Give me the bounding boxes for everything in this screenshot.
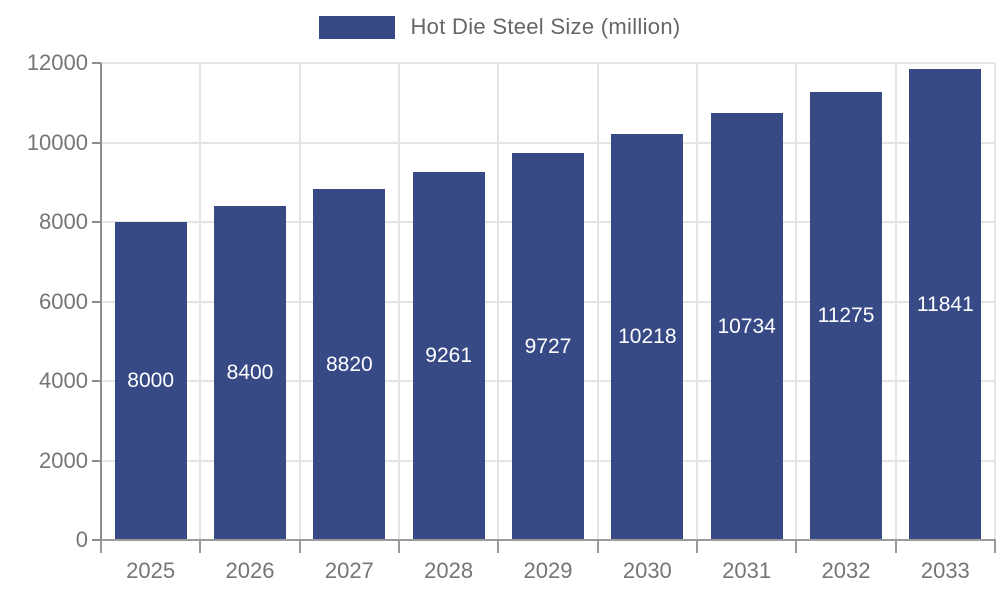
bar-value-label: 8820 — [325, 352, 373, 376]
x-tick-mark — [894, 540, 897, 553]
y-tick-mark — [92, 300, 101, 303]
bar-value-label: 8000 — [127, 369, 175, 392]
y-tick-mark — [92, 141, 101, 144]
bar-value-label: 10734 — [717, 314, 776, 338]
x-tick-label: 2032 — [821, 558, 871, 583]
bar-value-label: 8400 — [226, 361, 274, 385]
x-tick-mark — [994, 540, 996, 553]
gridline-vertical — [298, 63, 301, 540]
x-tick-mark — [199, 540, 202, 553]
bar: 10734 — [710, 113, 783, 540]
x-tick-mark — [100, 540, 102, 553]
gridline-vertical — [795, 63, 798, 540]
x-tick-label: 2029 — [523, 558, 573, 583]
gridline-vertical — [398, 63, 400, 540]
y-tick-mark — [92, 221, 101, 223]
y-tick-label: 4000 — [39, 368, 88, 393]
x-tick-label: 2027 — [324, 558, 374, 583]
y-tick-mark — [92, 459, 101, 462]
gridline-horizontal — [101, 62, 995, 64]
y-tick-label: 8000 — [39, 209, 88, 234]
bar-value-label: 11841 — [916, 292, 974, 316]
x-tick-mark — [497, 540, 500, 553]
bar-value-label: 9261 — [425, 343, 473, 367]
y-tick-label: 2000 — [39, 447, 88, 473]
bar-value-label: 11275 — [817, 303, 875, 327]
gridline-vertical — [199, 63, 202, 540]
y-tick-label: 0 — [75, 527, 88, 552]
bar: 11275 — [810, 91, 882, 540]
y-axis-line — [100, 63, 102, 540]
y-tick-label: 10000 — [26, 129, 88, 155]
bar: 8000 — [114, 222, 187, 540]
x-tick-label: 2030 — [622, 558, 672, 583]
bar: 9727 — [512, 153, 584, 540]
x-tick-mark — [795, 540, 798, 553]
x-tick-mark — [398, 540, 400, 553]
plot-area: 8000 8400 8820 9261 9727 10218 10734 11275 11841 — [101, 62, 996, 540]
x-tick-mark — [596, 540, 599, 553]
x-tick-label: 2033 — [920, 558, 970, 583]
bar: 8400 — [214, 206, 286, 540]
x-tick-mark — [298, 540, 301, 553]
gridline-vertical — [994, 63, 996, 540]
gridline-vertical — [497, 63, 500, 540]
gridline-vertical — [894, 63, 897, 540]
y-tick-mark — [92, 380, 101, 382]
gridline-vertical — [596, 63, 599, 540]
x-tick-label: 2026 — [225, 558, 275, 583]
x-tick-mark — [696, 540, 698, 553]
bar-value-label: 9727 — [524, 334, 572, 358]
bar-value-label: 10218 — [618, 324, 677, 348]
legend-swatch — [319, 15, 396, 39]
y-tick-label: 12000 — [26, 50, 88, 75]
bar: 11841 — [909, 69, 982, 540]
x-tick-label: 2028 — [424, 558, 474, 583]
bar: 9261 — [412, 171, 485, 540]
gridline-vertical — [696, 63, 698, 540]
chart-legend: Hot Die Steel Size (million) — [0, 14, 1000, 40]
bar: 10218 — [611, 133, 684, 540]
x-axis-line — [92, 539, 996, 541]
y-tick-mark — [92, 62, 101, 64]
legend-label: Hot Die Steel Size (million) — [410, 14, 681, 39]
x-tick-label: 2025 — [126, 558, 176, 583]
y-tick-mark — [92, 539, 101, 541]
x-tick-label: 2031 — [722, 558, 772, 583]
gridline-horizontal — [101, 141, 995, 144]
y-tick-label: 6000 — [39, 288, 88, 314]
bar: 8820 — [313, 189, 386, 540]
